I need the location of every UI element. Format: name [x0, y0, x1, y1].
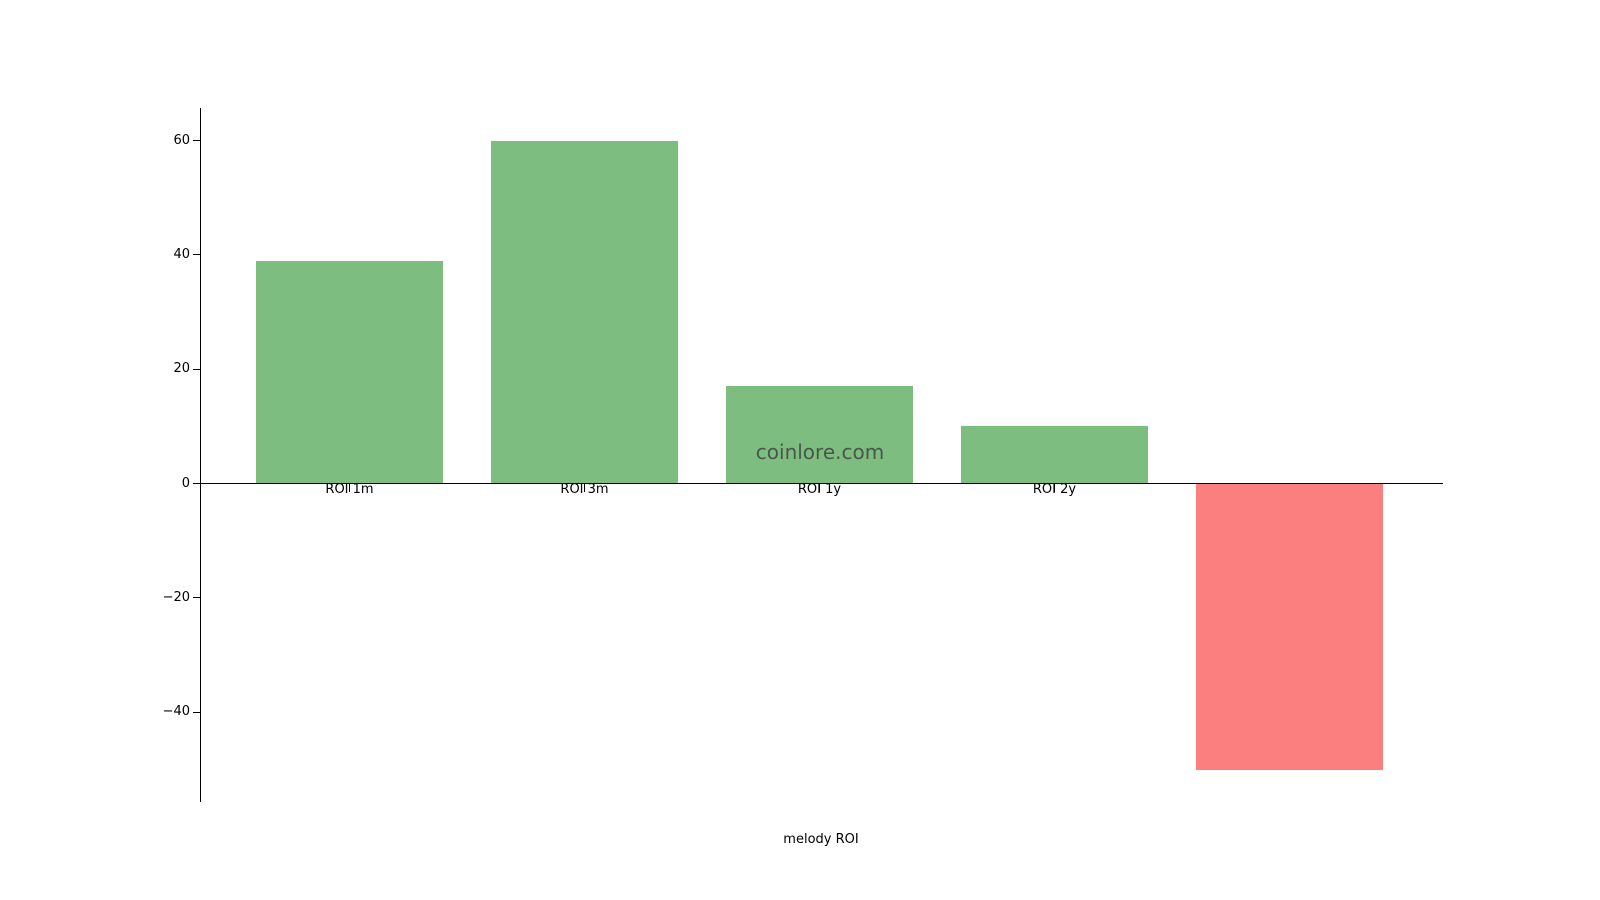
y-tick-label: 60: [173, 132, 190, 148]
x-tick-mark: [584, 484, 585, 492]
x-axis-line: [201, 483, 1443, 484]
y-tick-label: 20: [173, 361, 190, 377]
bar-positive: [961, 426, 1148, 484]
x-tick-label: ROI 3m: [560, 482, 609, 497]
x-tick-mark: [1054, 484, 1055, 492]
y-tick-label: −40: [162, 704, 190, 720]
bar-positive: [256, 260, 443, 484]
y-tick-mark: [193, 368, 200, 370]
y-axis-spine: [200, 108, 201, 802]
x-tick-mark: [349, 484, 350, 492]
y-tick-mark: [193, 254, 200, 256]
chart-title: melody ROI: [783, 832, 859, 847]
x-tick-label: ROI 1y: [797, 482, 842, 497]
x-tick-label: ROI 1m: [325, 482, 374, 497]
y-tick-mark: [193, 597, 200, 599]
x-tick-mark: [819, 484, 820, 492]
bar-positive: [491, 140, 678, 484]
bar-positive: [726, 386, 913, 484]
y-tick-mark: [193, 140, 200, 142]
y-tick-label: 0: [181, 475, 190, 491]
y-tick-label: −20: [162, 589, 190, 605]
bar-negative: [1196, 484, 1383, 770]
x-tick-label: ROI 2y: [1032, 482, 1077, 497]
y-tick-mark: [193, 483, 200, 484]
y-tick-label: 40: [173, 246, 190, 262]
watermark-text: coinlore.com: [755, 440, 885, 464]
y-tick-mark: [193, 711, 200, 713]
